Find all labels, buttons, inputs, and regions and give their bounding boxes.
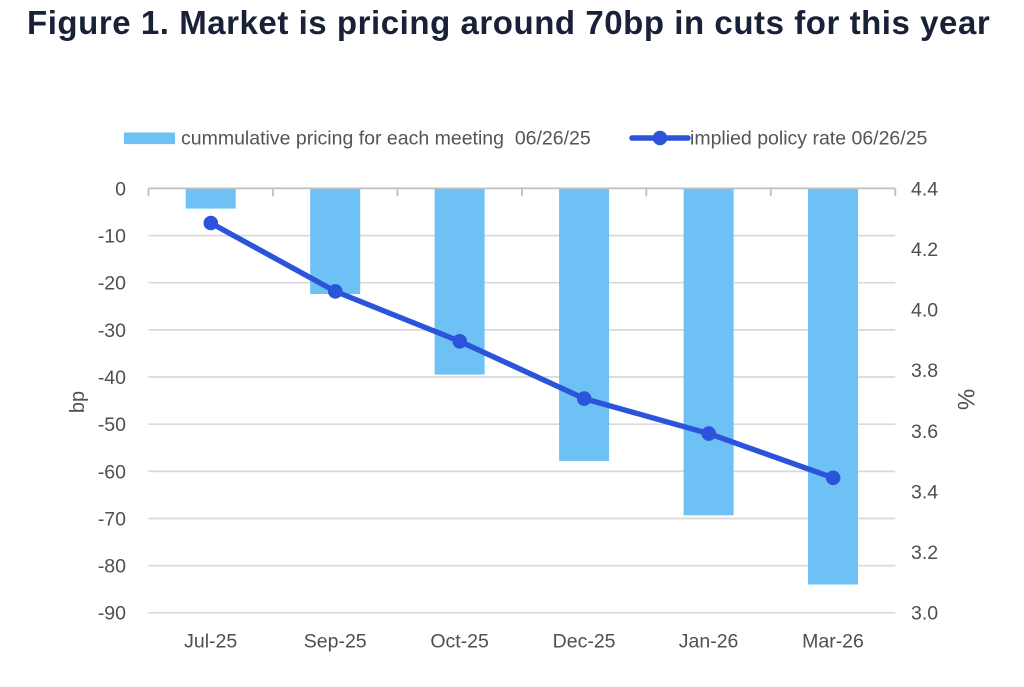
svg-text:4.2: 4.2 bbox=[911, 239, 938, 261]
svg-text:%: % bbox=[954, 389, 981, 410]
svg-text:0: 0 bbox=[115, 178, 126, 200]
svg-text:Figure 1. Market is pricing ar: Figure 1. Market is pricing around 70bp … bbox=[27, 4, 990, 41]
svg-text:3.6: 3.6 bbox=[911, 421, 938, 443]
svg-text:Jul-25: Jul-25 bbox=[184, 631, 237, 653]
svg-text:bp: bp bbox=[67, 391, 89, 413]
svg-text:cummulative pricing for each m: cummulative pricing for each meeting 06/… bbox=[181, 128, 591, 150]
svg-text:-50: -50 bbox=[98, 414, 126, 436]
svg-text:Mar-26: Mar-26 bbox=[802, 631, 864, 653]
svg-text:4.4: 4.4 bbox=[911, 178, 938, 200]
svg-text:3.2: 3.2 bbox=[911, 542, 938, 564]
svg-text:-80: -80 bbox=[98, 556, 126, 578]
svg-text:Dec-25: Dec-25 bbox=[553, 631, 616, 653]
svg-text:implied policy rate 06/26/25: implied policy rate 06/26/25 bbox=[690, 128, 928, 150]
svg-text:-20: -20 bbox=[98, 273, 126, 295]
svg-text:Oct-25: Oct-25 bbox=[430, 631, 489, 653]
svg-text:-10: -10 bbox=[98, 226, 126, 248]
svg-text:-90: -90 bbox=[98, 603, 126, 625]
svg-text:Sep-25: Sep-25 bbox=[304, 631, 367, 653]
svg-text:-70: -70 bbox=[98, 508, 126, 530]
svg-text:4.0: 4.0 bbox=[911, 300, 938, 322]
svg-text:3.4: 3.4 bbox=[911, 482, 938, 504]
svg-text:-60: -60 bbox=[98, 461, 126, 483]
svg-text:3.0: 3.0 bbox=[911, 603, 938, 625]
svg-text:3.8: 3.8 bbox=[911, 360, 938, 382]
svg-text:-40: -40 bbox=[98, 367, 126, 389]
svg-text:Jan-26: Jan-26 bbox=[679, 631, 739, 653]
svg-text:-30: -30 bbox=[98, 320, 126, 342]
